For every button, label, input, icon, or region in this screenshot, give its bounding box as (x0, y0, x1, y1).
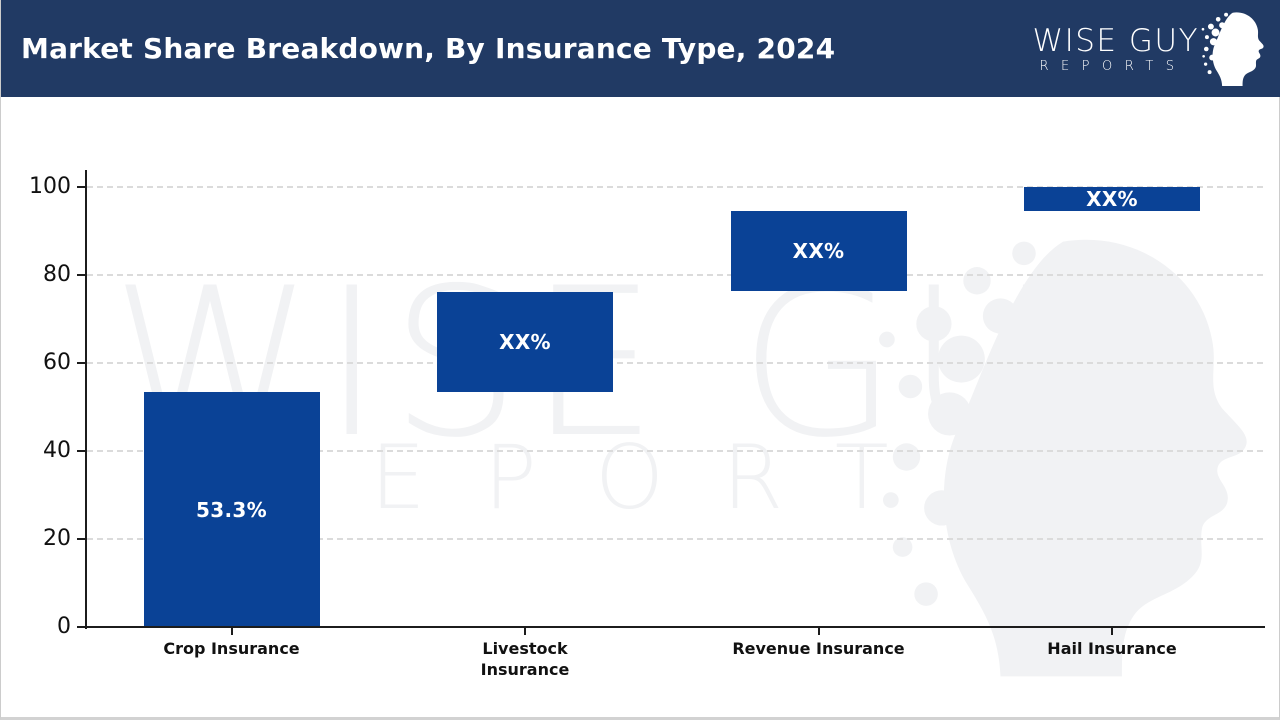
x-tick-mark (230, 627, 233, 635)
chart-title: Market Share Breakdown, By Insurance Typ… (21, 32, 836, 65)
y-tick-label: 100 (29, 174, 71, 199)
y-tick-mark (77, 274, 86, 276)
wiseguy-logo: WISE GUY REPORTS (1032, 6, 1267, 92)
gridline-60 (87, 362, 1263, 364)
category-label: Livestock Insurance (480, 639, 570, 679)
logo-wordmark-line1: WISE GUY (1032, 22, 1199, 59)
x-axis-labels: Crop Insurance Livestock Insurance Revenue… (1, 97, 1280, 717)
logo-wordmark-line2: REPORTS (1039, 58, 1187, 74)
header-bar: Market Share Breakdown, By Insurance Typ… (1, 0, 1280, 97)
logo-wordmark: WISE GUY REPORTS (1032, 24, 1199, 74)
logo-head-icon (1201, 11, 1264, 86)
y-axis-labels: 0 20 40 60 80 100 (1, 97, 1280, 717)
x-tick-mark (817, 627, 820, 635)
gridline-100 (87, 186, 1263, 188)
x-tick-mark (524, 627, 526, 635)
category-label: Crop Insurance (163, 639, 300, 658)
gridlines-layer (1, 97, 1280, 717)
gridline-20 (87, 538, 1263, 540)
y-tick-label: 20 (43, 526, 71, 551)
bars-layer: 53.3% XX% XX% XX% (1, 97, 1280, 717)
y-tick-label: 60 (43, 350, 71, 375)
chart-area: WISE GUY REPORTS 0 20 40 60 80 100 53.3% XX% XX… (1, 97, 1280, 717)
gridline-80 (87, 274, 1263, 276)
y-axis-line (85, 170, 87, 629)
category-label: Hail Insurance (1047, 639, 1177, 658)
bar-revenue-insurance: XX% (730, 211, 907, 292)
x-axis-line (85, 626, 1265, 628)
y-tick-mark (77, 626, 86, 628)
x-tick-mark (1111, 627, 1113, 635)
y-tick-mark (77, 362, 86, 364)
bar-livestock-insurance: XX% (437, 291, 613, 392)
bar-value-label: XX% (792, 239, 845, 264)
bar-value-label: XX% (499, 329, 551, 354)
bar-hail-insurance: XX% (1024, 187, 1200, 211)
bar-value-label: XX% (1086, 186, 1138, 211)
gridline-40 (87, 450, 1263, 452)
category-label: Revenue Insurance (732, 639, 905, 658)
y-tick-mark (77, 450, 86, 452)
y-tick-label: 0 (57, 614, 71, 639)
y-tick-mark (77, 538, 86, 540)
y-tick-mark (77, 186, 86, 188)
y-tick-label: 80 (43, 262, 71, 287)
bar-value-label: 53.3% (196, 497, 267, 522)
y-tick-label: 40 (43, 438, 71, 463)
bar-crop-insurance: 53.3% (143, 392, 320, 627)
